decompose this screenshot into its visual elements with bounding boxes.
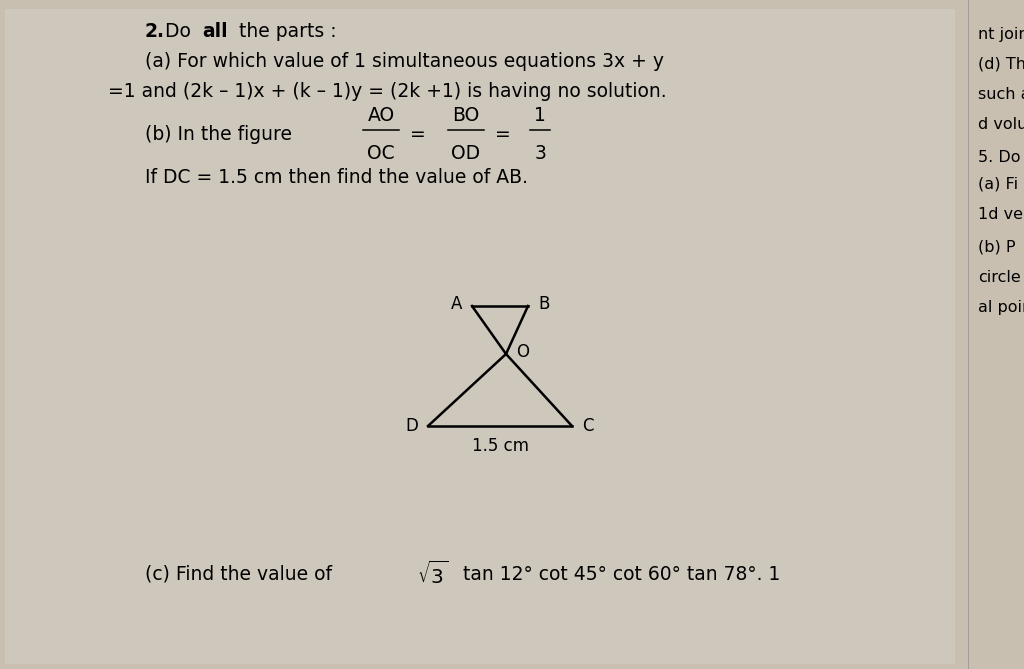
Text: (a) For which value of 1 simultaneous equations 3x + y: (a) For which value of 1 simultaneous eq… xyxy=(145,52,664,70)
Text: D: D xyxy=(406,417,418,435)
FancyBboxPatch shape xyxy=(5,9,955,664)
Text: B: B xyxy=(538,295,549,313)
Text: (a) Fi: (a) Fi xyxy=(978,177,1018,191)
Text: 1d verif: 1d verif xyxy=(978,207,1024,221)
Text: nt joinin: nt joinin xyxy=(978,27,1024,41)
Text: tan 12° cot 45° cot 60° tan 78°. 1: tan 12° cot 45° cot 60° tan 78°. 1 xyxy=(457,565,780,583)
Text: 5. Do: 5. Do xyxy=(978,149,1021,165)
Text: the parts :: the parts : xyxy=(233,21,337,41)
Text: circle: circle xyxy=(978,270,1021,284)
Text: C: C xyxy=(582,417,594,435)
Text: =: = xyxy=(411,124,426,143)
Text: (b) In the figure: (b) In the figure xyxy=(145,124,292,143)
Text: 3: 3 xyxy=(535,143,546,163)
Text: such a v: such a v xyxy=(978,86,1024,102)
Text: 1: 1 xyxy=(535,106,546,124)
Text: BO: BO xyxy=(453,106,479,124)
Text: 2.: 2. xyxy=(145,21,165,41)
Text: =: = xyxy=(496,124,511,143)
Text: 1.5 cm: 1.5 cm xyxy=(471,437,528,455)
Text: =1 and (2k – 1)x + (k – 1)y = (2k +1) is having no solution.: =1 and (2k – 1)x + (k – 1)y = (2k +1) is… xyxy=(108,82,667,100)
Text: O: O xyxy=(516,343,529,361)
Text: d volun: d volun xyxy=(978,116,1024,132)
Text: (c) Find the value of: (c) Find the value of xyxy=(145,565,332,583)
Text: al poin: al poin xyxy=(978,300,1024,314)
Text: OC: OC xyxy=(368,143,395,163)
Text: Do: Do xyxy=(165,21,197,41)
Text: If DC = 1.5 cm then find the value of AB.: If DC = 1.5 cm then find the value of AB… xyxy=(145,167,528,187)
Text: AO: AO xyxy=(368,106,394,124)
Text: (b) P: (b) P xyxy=(978,240,1016,254)
Text: all: all xyxy=(202,21,227,41)
Text: (d) The: (d) The xyxy=(978,56,1024,72)
Text: OD: OD xyxy=(452,143,480,163)
Text: $\sqrt{3}$: $\sqrt{3}$ xyxy=(417,561,449,587)
Text: A: A xyxy=(451,295,462,313)
